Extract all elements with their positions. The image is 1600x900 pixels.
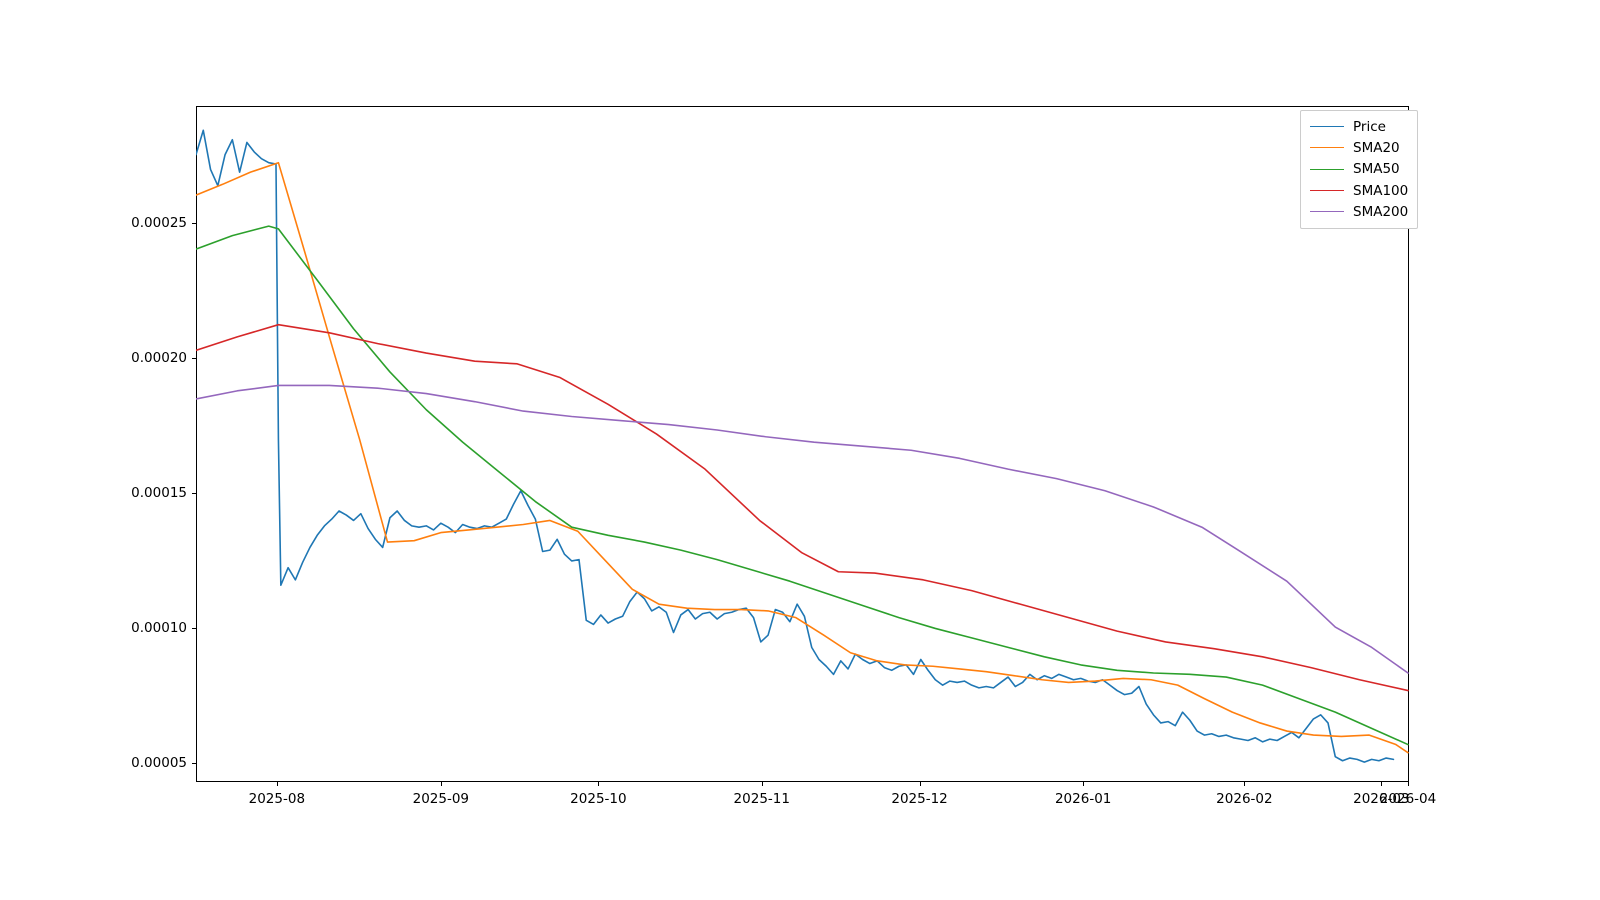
x-tick-label: 2025-10: [570, 791, 627, 807]
legend-label: SMA20: [1353, 139, 1400, 156]
x-tick-label: 2026-02: [1216, 791, 1273, 807]
axis-spine-top: [196, 106, 1409, 107]
chart-axes: [196, 106, 1409, 782]
legend-color-swatch: [1310, 168, 1344, 170]
y-tick-mark: [192, 493, 196, 495]
x-tick-mark: [276, 782, 278, 786]
legend-item-price[interactable]: Price: [1310, 116, 1408, 137]
x-tick-mark: [440, 782, 442, 786]
x-tick-label: 2025-11: [733, 791, 790, 807]
legend-label: Price: [1353, 118, 1386, 135]
x-tick-mark: [919, 782, 921, 786]
legend-color-swatch: [1310, 211, 1344, 213]
legend-color-swatch: [1310, 147, 1344, 149]
x-tick-label: 2026-04: [1379, 791, 1437, 807]
y-tick-mark: [192, 223, 196, 225]
x-tick-mark: [1381, 782, 1383, 786]
legend-item-sma100[interactable]: SMA100: [1310, 180, 1408, 201]
x-tick-label: 2025-09: [412, 791, 470, 807]
x-tick-mark: [1244, 782, 1246, 786]
legend-label: SMA100: [1353, 182, 1409, 199]
x-tick-label: 2026-03: [1353, 791, 1410, 807]
legend-color-swatch: [1310, 126, 1344, 128]
legend-item-sma200[interactable]: SMA200: [1310, 201, 1408, 222]
y-tick-label: 0.00025: [131, 215, 187, 232]
series-line-sma20: [196, 161, 1409, 754]
x-tick-mark: [761, 782, 763, 786]
y-tick-label: 0.00020: [131, 350, 187, 367]
legend-item-sma20[interactable]: SMA20: [1310, 137, 1408, 158]
x-tick-mark: [598, 782, 600, 786]
series-line-sma50: [196, 225, 1409, 746]
x-tick-label: 2025-12: [891, 791, 948, 807]
legend-item-sma50[interactable]: SMA50: [1310, 159, 1408, 180]
x-tick-mark: [1408, 782, 1409, 786]
x-tick-mark: [1083, 782, 1085, 786]
series-line-sma100: [196, 323, 1409, 692]
series-line-sma200: [196, 384, 1409, 674]
legend-label: SMA200: [1353, 203, 1409, 220]
legend-color-swatch: [1310, 190, 1344, 192]
y-tick-mark: [192, 358, 196, 360]
series-line-price: [196, 129, 1395, 763]
axis-spine-right: [1408, 106, 1409, 782]
y-tick-label: 0.00010: [131, 620, 187, 637]
chart-plot-area: [196, 129, 1409, 763]
axis-spine-bottom: [196, 781, 1409, 782]
y-tick-mark: [192, 763, 196, 765]
y-tick-label: 0.00015: [131, 485, 187, 502]
legend-label: SMA50: [1353, 161, 1400, 178]
y-tick-label: 0.00005: [131, 755, 187, 772]
axis-spine-left: [196, 106, 197, 782]
y-tick-mark: [192, 628, 196, 630]
x-tick-label: 2025-08: [248, 791, 306, 807]
x-tick-label: 2026-01: [1054, 791, 1112, 807]
chart-legend[interactable]: Price SMA20 SMA50 SMA100 SMA200: [1300, 110, 1419, 230]
